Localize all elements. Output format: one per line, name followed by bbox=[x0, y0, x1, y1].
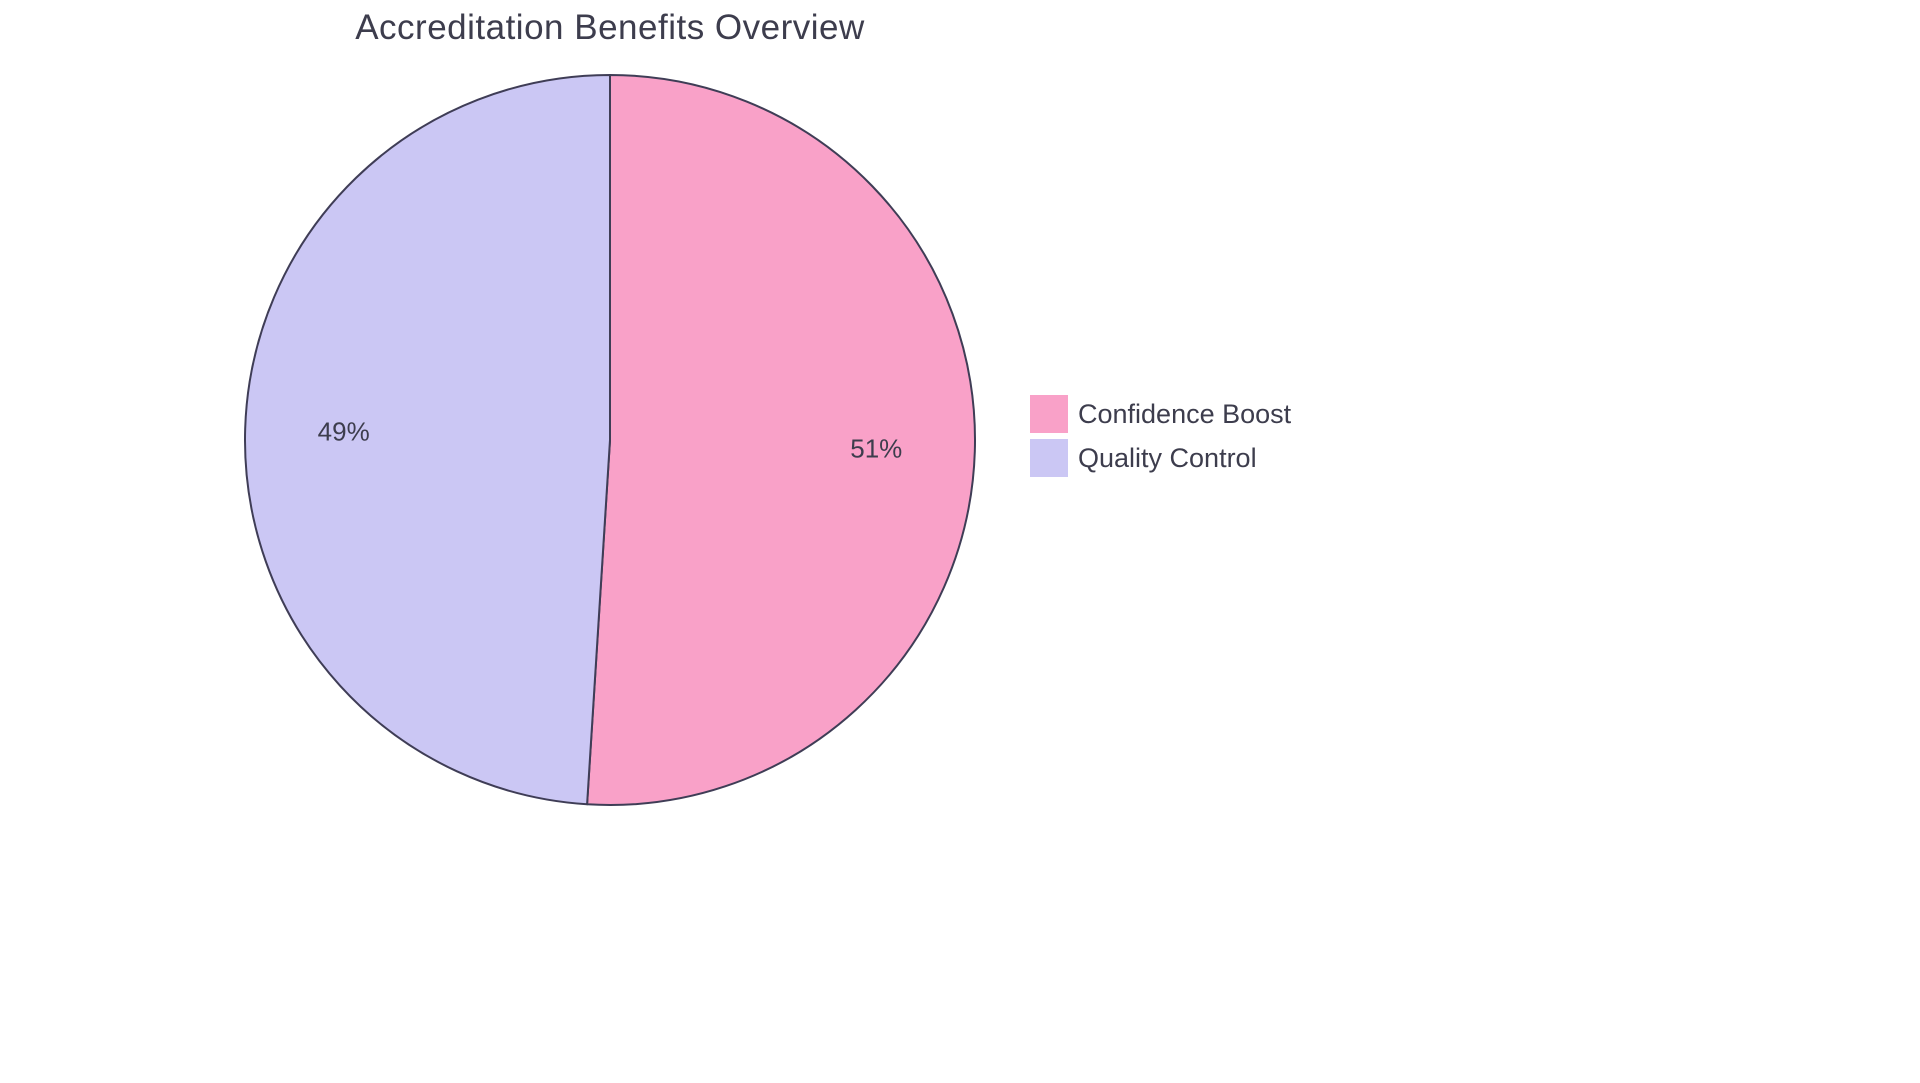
pie-slice-0 bbox=[586, 74, 976, 806]
legend-item-confidence-boost: Confidence Boost bbox=[1030, 395, 1291, 433]
chart-title: Accreditation Benefits Overview bbox=[355, 8, 865, 47]
pie-slices bbox=[244, 74, 976, 806]
legend-label-confidence-boost: Confidence Boost bbox=[1078, 398, 1292, 429]
legend-swatch-confidence-boost bbox=[1030, 395, 1068, 433]
pie-slice-1 bbox=[244, 74, 611, 806]
legend-label-quality-control: Quality Control bbox=[1078, 442, 1257, 473]
slice-value-label-confidence-boost: 51% bbox=[850, 433, 902, 463]
legend-swatch-quality-control bbox=[1030, 439, 1068, 477]
slice-value-label-quality-control: 49% bbox=[318, 417, 370, 447]
legend: Confidence Boost Quality Control bbox=[1030, 395, 1291, 483]
legend-item-quality-control: Quality Control bbox=[1030, 439, 1291, 477]
